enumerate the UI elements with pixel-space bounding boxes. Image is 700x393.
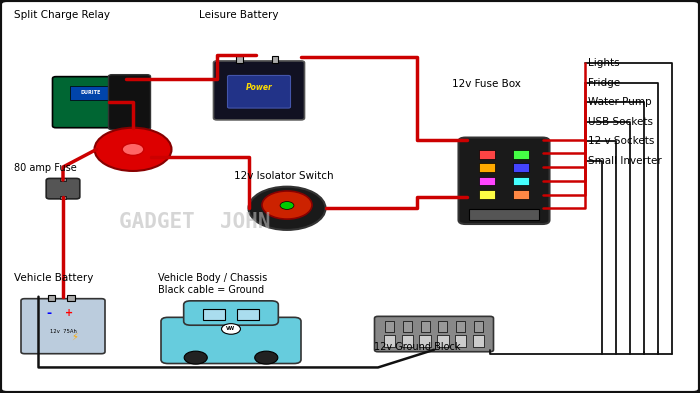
Circle shape bbox=[221, 324, 241, 334]
Bar bbox=[70, 86, 112, 100]
Text: Split Charge Relay: Split Charge Relay bbox=[14, 10, 110, 20]
Text: Lights: Lights bbox=[588, 58, 620, 68]
FancyBboxPatch shape bbox=[52, 77, 130, 128]
Bar bbox=[473, 335, 484, 347]
Bar bbox=[480, 150, 495, 159]
Circle shape bbox=[94, 128, 172, 171]
FancyBboxPatch shape bbox=[108, 75, 150, 130]
Text: -: - bbox=[47, 307, 52, 320]
Bar bbox=[438, 321, 447, 332]
Bar bbox=[203, 309, 225, 320]
Bar bbox=[513, 163, 528, 172]
Text: Fridge: Fridge bbox=[588, 77, 620, 88]
Bar bbox=[475, 321, 483, 332]
Circle shape bbox=[262, 191, 312, 219]
Text: ⚡: ⚡ bbox=[71, 331, 78, 342]
FancyBboxPatch shape bbox=[46, 178, 80, 199]
Bar bbox=[402, 335, 413, 347]
Text: 12v  75Ah: 12v 75Ah bbox=[50, 329, 76, 334]
Text: Small Inverter: Small Inverter bbox=[588, 156, 662, 166]
FancyBboxPatch shape bbox=[374, 316, 493, 352]
FancyBboxPatch shape bbox=[228, 75, 290, 108]
Bar bbox=[421, 321, 430, 332]
Circle shape bbox=[184, 351, 207, 364]
Text: +: + bbox=[65, 309, 74, 318]
Circle shape bbox=[122, 143, 144, 155]
Text: 12v Isolator Switch: 12v Isolator Switch bbox=[234, 171, 334, 181]
FancyBboxPatch shape bbox=[458, 138, 550, 224]
Text: VW: VW bbox=[226, 327, 236, 331]
Bar bbox=[48, 294, 55, 301]
Bar bbox=[60, 178, 66, 181]
Bar bbox=[272, 56, 279, 63]
FancyBboxPatch shape bbox=[21, 299, 105, 354]
Bar bbox=[456, 321, 466, 332]
Bar bbox=[60, 196, 66, 199]
Text: 80 amp Fuse: 80 amp Fuse bbox=[14, 163, 77, 173]
Text: DURITE: DURITE bbox=[80, 90, 101, 95]
Text: 12v Fuse Box: 12v Fuse Box bbox=[452, 79, 520, 88]
Bar bbox=[480, 190, 495, 199]
Circle shape bbox=[255, 351, 278, 364]
FancyBboxPatch shape bbox=[161, 318, 301, 364]
Text: 12v Ground Block: 12v Ground Block bbox=[374, 342, 461, 352]
Text: Power: Power bbox=[246, 83, 272, 92]
Text: GADGET  JOHN: GADGET JOHN bbox=[119, 212, 270, 232]
Bar bbox=[66, 294, 74, 301]
Bar bbox=[438, 335, 449, 347]
Circle shape bbox=[248, 187, 326, 230]
Bar bbox=[402, 321, 412, 332]
FancyBboxPatch shape bbox=[214, 61, 304, 120]
Bar bbox=[384, 335, 395, 347]
Bar bbox=[237, 309, 259, 320]
Circle shape bbox=[280, 202, 294, 209]
Bar bbox=[469, 209, 539, 220]
Text: 12 v Sockets: 12 v Sockets bbox=[588, 136, 654, 147]
Text: Vehicle Battery: Vehicle Battery bbox=[14, 273, 93, 283]
Text: Vehicle Body / Chassis
Black cable = Ground: Vehicle Body / Chassis Black cable = Gro… bbox=[158, 273, 267, 295]
FancyBboxPatch shape bbox=[183, 301, 279, 325]
Bar bbox=[513, 190, 528, 199]
Bar bbox=[480, 177, 495, 185]
Bar bbox=[455, 335, 466, 347]
Text: Water Pump: Water Pump bbox=[588, 97, 652, 107]
Bar bbox=[385, 321, 393, 332]
Bar bbox=[419, 335, 430, 347]
Bar bbox=[237, 56, 243, 63]
Bar bbox=[513, 150, 528, 159]
Text: USB Sockets: USB Sockets bbox=[588, 117, 653, 127]
Bar bbox=[513, 177, 528, 185]
Bar bbox=[480, 163, 495, 172]
Text: Leisure Battery: Leisure Battery bbox=[199, 10, 279, 20]
